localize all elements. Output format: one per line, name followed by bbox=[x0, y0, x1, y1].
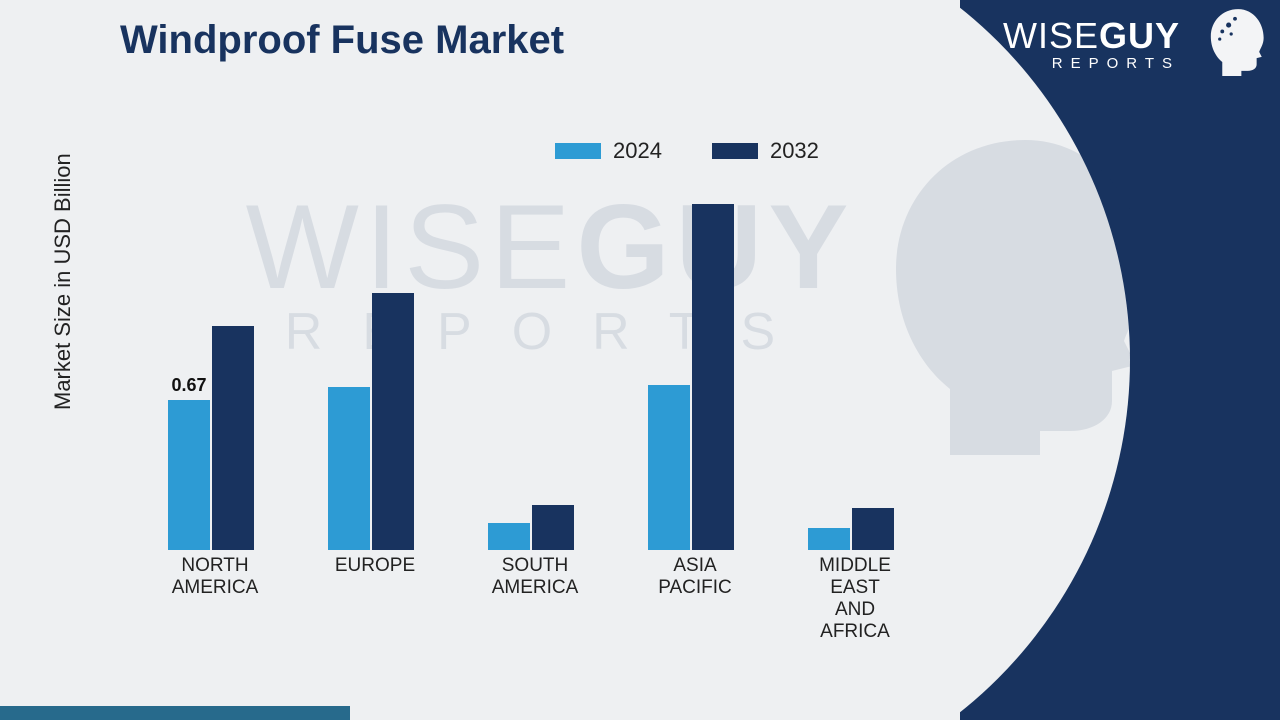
bar bbox=[692, 204, 734, 550]
x-axis-label: MIDDLEEASTANDAFRICA bbox=[790, 555, 920, 642]
bar bbox=[488, 523, 530, 550]
plot-area: 0.67 bbox=[140, 170, 940, 550]
x-axis-label: ASIAPACIFIC bbox=[630, 555, 760, 599]
bar bbox=[168, 400, 210, 550]
chart: Market Size in USD Billion 0.67 NORTHAME… bbox=[60, 150, 960, 680]
bar bbox=[852, 508, 894, 550]
chart-title: Windproof Fuse Market bbox=[120, 18, 564, 63]
bar bbox=[328, 387, 370, 550]
bottom-accent-bar bbox=[0, 706, 350, 720]
bar bbox=[212, 326, 254, 550]
brand-logo: WISEGUY REPORTS bbox=[1003, 18, 1180, 71]
bar bbox=[648, 385, 690, 550]
value-label: 0.67 bbox=[159, 375, 219, 396]
bar bbox=[372, 293, 414, 550]
x-axis-label: EUROPE bbox=[310, 555, 440, 577]
logo-head-icon bbox=[1200, 6, 1270, 76]
bar bbox=[532, 505, 574, 550]
x-axis-label: SOUTHAMERICA bbox=[470, 555, 600, 599]
x-axis-label: NORTHAMERICA bbox=[150, 555, 280, 599]
bar bbox=[808, 528, 850, 550]
x-axis-labels: NORTHAMERICA EUROPE SOUTHAMERICA ASIAPACIFI… bbox=[140, 555, 940, 675]
y-axis-label: Market Size in USD Billion bbox=[50, 153, 76, 410]
canvas: WISEGUY REPORTS Windproof Fuse Market WI… bbox=[0, 0, 1280, 720]
